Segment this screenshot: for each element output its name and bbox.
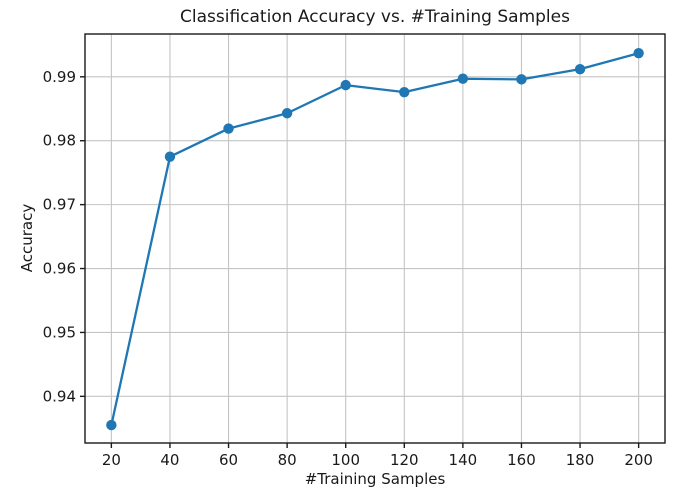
accuracy-line [110,52,640,427]
x-tick-label: 40 [160,451,179,469]
data-point-marker [399,86,410,98]
y-tick-label: 0.96 [43,260,76,278]
y-axis-label: Accuracy [18,203,36,273]
y-tick-label: 0.99 [43,68,76,86]
x-tick-label: 160 [507,451,536,469]
x-tick-label: 60 [219,451,238,469]
data-point-marker [340,79,351,91]
x-tick-label: 120 [390,451,419,469]
data-point-marker [574,63,586,75]
y-tick-label: 0.94 [43,387,76,405]
data-point-marker [281,108,293,119]
data-point-marker [516,74,527,85]
x-tick-label: 140 [449,451,478,469]
chart-title: Classification Accuracy vs. #Training Sa… [180,7,570,27]
x-axis-label: #Training Samples [304,470,446,488]
x-tick-label: 80 [278,451,297,469]
data-point-marker [164,151,176,162]
data-point-marker [457,73,469,84]
data-point-marker [223,123,234,134]
y-tick-label: 0.95 [43,323,76,341]
x-tick-label: 100 [331,451,360,469]
x-tick-label: 180 [566,451,595,469]
x-tick-label: 20 [102,451,121,469]
data-point-marker [106,419,117,431]
plot-border [84,33,666,444]
y-tick-label: 0.97 [43,196,76,214]
data-point-marker [633,47,644,59]
y-tick-label: 0.98 [43,132,76,150]
x-tick-label: 200 [624,451,653,469]
